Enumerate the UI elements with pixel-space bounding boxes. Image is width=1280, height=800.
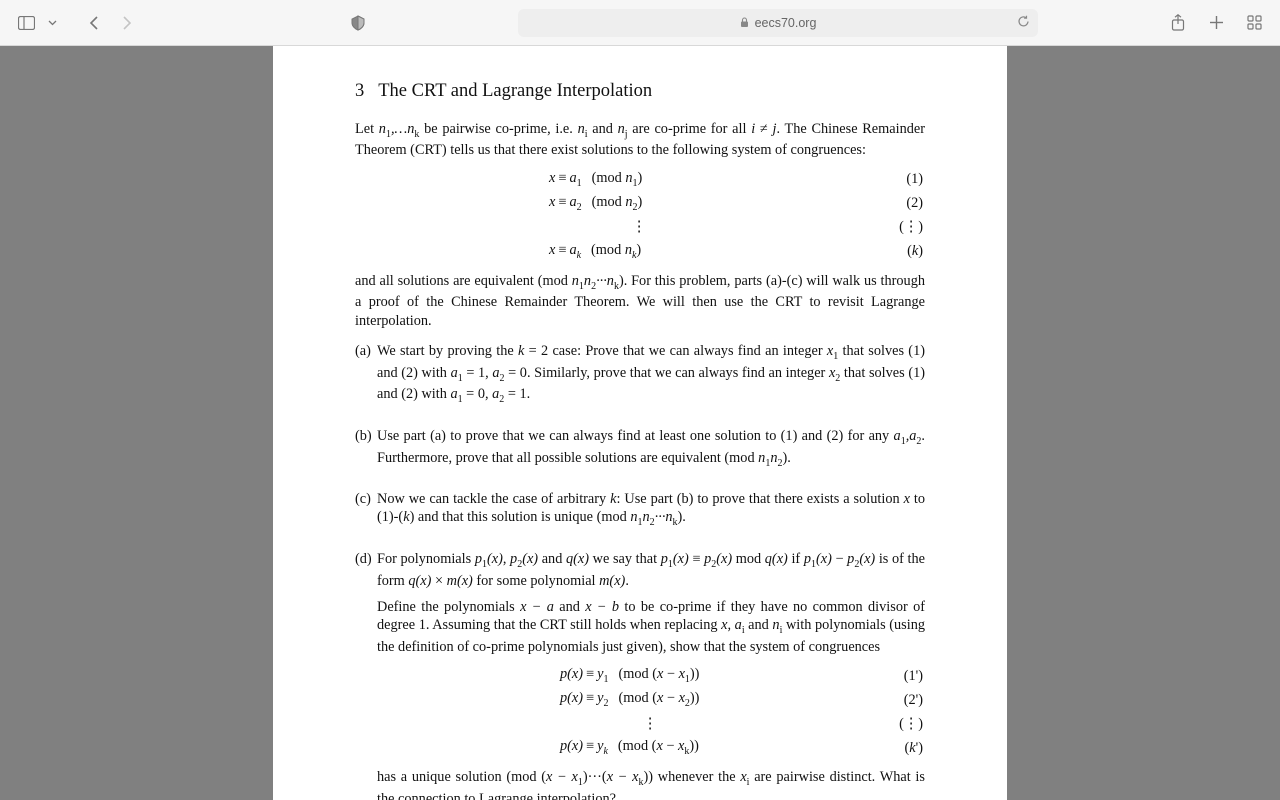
document-page: 3 The CRT and Lagrange Interpolation Let … bbox=[273, 46, 1007, 800]
section-number: 3 bbox=[355, 81, 364, 101]
section-title: The CRT and Lagrange Interpolation bbox=[378, 81, 652, 101]
part-d: (d) For polynomials p1(x), p2(x) and q(x… bbox=[355, 550, 925, 800]
part-b: (b) Use part (a) to prove that we can al… bbox=[355, 427, 925, 478]
new-tab-button[interactable] bbox=[1204, 11, 1228, 35]
section-heading: 3 The CRT and Lagrange Interpolation bbox=[355, 80, 925, 104]
url-text: eecs70.org bbox=[755, 16, 817, 30]
reload-button[interactable] bbox=[1017, 15, 1030, 31]
part-label: (b) bbox=[355, 427, 377, 478]
poly-equation-k: p(x)≡yk(mod (x − xk)) (k') bbox=[377, 736, 925, 760]
equation-1: x≡a1(mod n1) (1) bbox=[355, 168, 925, 192]
equation-vdots: ⋮ (⋮) bbox=[355, 216, 925, 240]
lock-icon bbox=[740, 17, 749, 28]
part-label: (a) bbox=[355, 342, 377, 415]
eqn-tag: (⋮) bbox=[740, 715, 925, 733]
part-label: (d) bbox=[355, 550, 377, 800]
content-viewport: 3 The CRT and Lagrange Interpolation Let … bbox=[0, 46, 1280, 800]
part-a: (a) We start by proving the k = 2 case: … bbox=[355, 342, 925, 415]
equation-k: x≡ak(mod nk) (k) bbox=[355, 240, 925, 264]
eqn-tag: (1') bbox=[740, 667, 925, 685]
sidebar-toggle-button[interactable] bbox=[14, 11, 38, 35]
after-eqns-paragraph: and all solutions are equivalent (mod n1… bbox=[355, 272, 925, 330]
problem-parts: (a) We start by proving the k = 2 case: … bbox=[355, 342, 925, 800]
poly-equation-2: p(x)≡y2(mod (x − x2)) (2') bbox=[377, 688, 925, 712]
part-label: (c) bbox=[355, 490, 377, 538]
share-button[interactable] bbox=[1166, 11, 1190, 35]
part-c: (c) Now we can tackle the case of arbitr… bbox=[355, 490, 925, 538]
chevron-down-icon[interactable] bbox=[46, 11, 58, 35]
browser-toolbar: eecs70.org bbox=[0, 0, 1280, 46]
intro-paragraph: Let n1,…nk be pairwise co-prime, i.e. ni… bbox=[355, 120, 925, 160]
poly-equation-vdots: ⋮ (⋮) bbox=[377, 712, 925, 736]
eqn-tag: (⋮) bbox=[729, 218, 925, 236]
poly-equation-1: p(x)≡y1(mod (x − x1)) (1') bbox=[377, 664, 925, 688]
congruence-system: x≡a1(mod n1) (1) x≡a2(mod n2) (2) ⋮ (⋮) … bbox=[355, 168, 925, 264]
privacy-report-button[interactable] bbox=[346, 11, 370, 35]
back-button[interactable] bbox=[82, 11, 106, 35]
address-bar[interactable]: eecs70.org bbox=[518, 9, 1038, 37]
equation-2: x≡a2(mod n2) (2) bbox=[355, 192, 925, 216]
eqn-tag: (1) bbox=[729, 170, 925, 188]
tab-overview-button[interactable] bbox=[1242, 11, 1266, 35]
poly-congruence-system: p(x)≡y1(mod (x − x1)) (1') p(x)≡y2(mod (… bbox=[377, 664, 925, 760]
forward-button[interactable] bbox=[114, 11, 138, 35]
eqn-tag: (2') bbox=[740, 691, 925, 709]
eqn-tag: (2) bbox=[729, 194, 925, 212]
